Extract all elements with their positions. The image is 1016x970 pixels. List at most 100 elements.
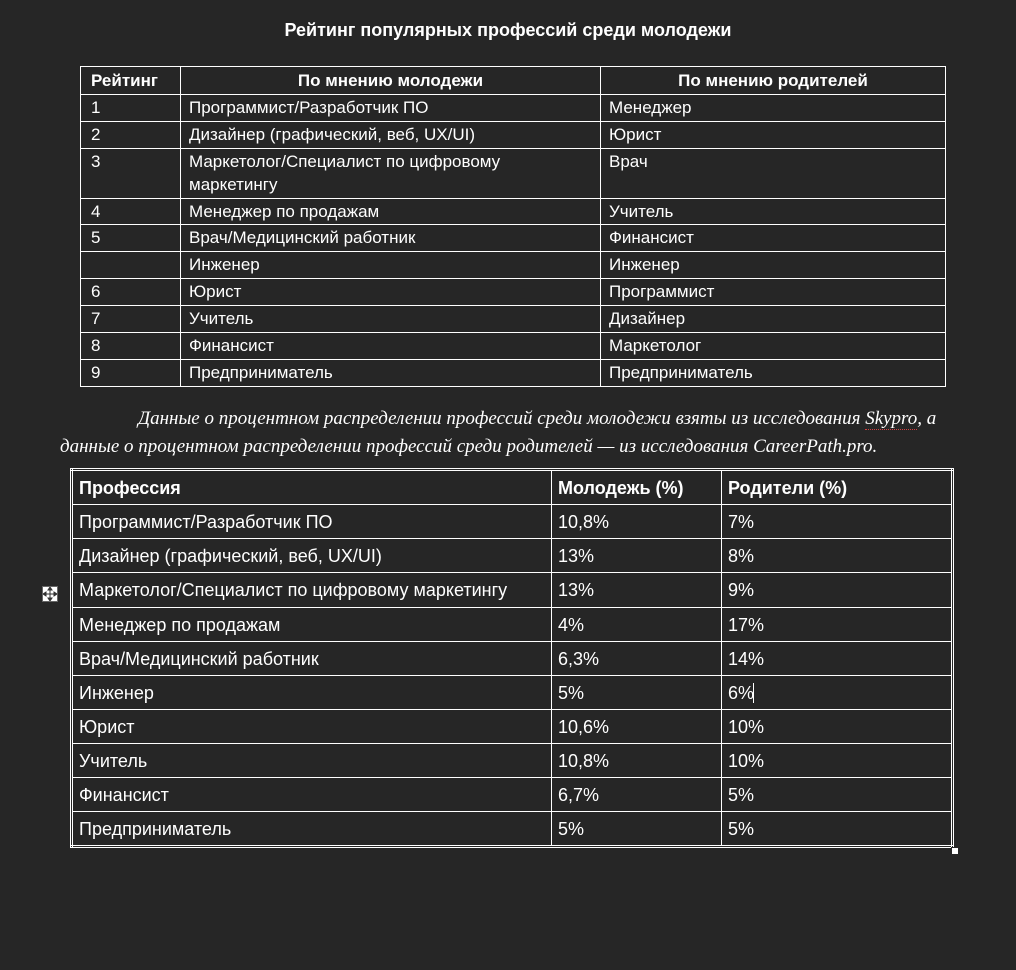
table-resize-handle[interactable] [952,848,958,854]
note-underlined-word: Skypro [865,408,917,430]
percent-table-body: Программист/Разработчик ПО10,8%7% Дизайн… [72,505,953,847]
cell-youth[interactable]: Юрист [181,279,601,306]
cell-parents-pct[interactable]: 5% [722,778,953,812]
percent-table-container: Профессия Молодежь (%) Родители (%) Прог… [0,468,1016,848]
cell-youth[interactable]: Предприниматель [181,360,601,387]
cell-profession[interactable]: Программист/Разработчик ПО [72,505,552,539]
note-text-prefix: Данные о процентном распределении профес… [138,408,865,429]
cell-profession[interactable]: Учитель [72,743,552,777]
table-row[interactable]: 4Менеджер по продажамУчитель [81,198,946,225]
cell-profession[interactable]: Инженер [72,675,552,709]
cell-youth[interactable]: Врач/Медицинский работник [181,225,601,252]
rating-table-container: Рейтинг По мнению молодежи По мнению род… [0,66,1016,387]
cell-youth-pct[interactable]: 13% [552,573,722,607]
cell-parents[interactable]: Дизайнер [601,306,946,333]
cell-parents[interactable]: Инженер [601,252,946,279]
cell-youth[interactable]: Дизайнер (графический, веб, UX/UI) [181,121,601,148]
rating-table[interactable]: Рейтинг По мнению молодежи По мнению род… [80,66,946,387]
page-title: Рейтинг популярных профессий среди молод… [0,20,1016,41]
cell-youth-pct[interactable]: 10,6% [552,709,722,743]
cell-rating[interactable]: 9 [81,360,181,387]
percent-table[interactable]: Профессия Молодежь (%) Родители (%) Прог… [70,468,954,848]
cell-parents[interactable]: Учитель [601,198,946,225]
table-row[interactable]: Финансист6,7%5% [72,778,953,812]
col-header-parents: По мнению родителей [601,67,946,95]
table-row[interactable]: 3Маркетолог/Специалист по цифровому марк… [81,148,946,198]
cell-rating[interactable]: 1 [81,94,181,121]
col-header-profession: Профессия [72,470,552,505]
cell-profession[interactable]: Юрист [72,709,552,743]
cell-youth[interactable]: Маркетолог/Специалист по цифровому марке… [181,148,601,198]
cell-youth[interactable]: Менеджер по продажам [181,198,601,225]
cell-profession[interactable]: Предприниматель [72,812,552,847]
source-note[interactable]: Данные о процентном распределении профес… [0,387,1016,468]
col-header-rating: Рейтинг [81,67,181,95]
cell-parents-pct[interactable]: 10% [722,743,953,777]
cell-parents[interactable]: Маркетолог [601,333,946,360]
table-row[interactable]: Инженер5%6% [72,675,953,709]
table-row[interactable]: 9ПредпринимательПредприниматель [81,360,946,387]
cell-rating[interactable]: 8 [81,333,181,360]
cell-rating[interactable]: 5 [81,225,181,252]
cell-youth-pct[interactable]: 6,7% [552,778,722,812]
cell-parents[interactable]: Врач [601,148,946,198]
table-row[interactable]: Маркетолог/Специалист по цифровому марке… [72,573,953,607]
cell-rating[interactable]: 4 [81,198,181,225]
cell-rating[interactable]: 6 [81,279,181,306]
table-row[interactable]: 7УчительДизайнер [81,306,946,333]
cell-parents-pct[interactable]: 5% [722,812,953,847]
table-row[interactable]: 5Врач/Медицинский работникФинансист [81,225,946,252]
cell-profession[interactable]: Маркетолог/Специалист по цифровому марке… [72,573,552,607]
cell-youth-pct[interactable]: 10,8% [552,743,722,777]
cell-youth[interactable]: Финансист [181,333,601,360]
cell-profession[interactable]: Дизайнер (графический, веб, UX/UI) [72,539,552,573]
cell-youth-pct[interactable]: 4% [552,607,722,641]
cell-youth-pct[interactable]: 13% [552,539,722,573]
text-cursor [753,683,754,703]
rating-table-body: 1Программист/Разработчик ПОМенеджер 2Диз… [81,94,946,386]
table-header-row: Профессия Молодежь (%) Родители (%) [72,470,953,505]
cell-parents-pct[interactable]: 7% [722,505,953,539]
table-row[interactable]: Юрист10,6%10% [72,709,953,743]
cell-youth[interactable]: Программист/Разработчик ПО [181,94,601,121]
table-header-row: Рейтинг По мнению молодежи По мнению род… [81,67,946,95]
cell-parents-pct[interactable]: 10% [722,709,953,743]
table-row[interactable]: 2Дизайнер (графический, веб, UX/UI)Юрист [81,121,946,148]
cell-profession[interactable]: Менеджер по продажам [72,607,552,641]
cell-parents[interactable]: Юрист [601,121,946,148]
table-row[interactable]: 6ЮристПрограммист [81,279,946,306]
col-header-youth: По мнению молодежи [181,67,601,95]
table-row[interactable]: 8ФинансистМаркетолог [81,333,946,360]
cell-parents[interactable]: Финансист [601,225,946,252]
cell-parents-pct[interactable]: 14% [722,641,953,675]
cell-youth-pct[interactable]: 5% [552,812,722,847]
cell-youth-pct[interactable]: 10,8% [552,505,722,539]
table-row[interactable]: Менеджер по продажам4%17% [72,607,953,641]
cell-parents-pct[interactable]: 17% [722,607,953,641]
cell-rating[interactable] [81,252,181,279]
cell-rating[interactable]: 3 [81,148,181,198]
cell-youth-pct[interactable]: 5% [552,675,722,709]
cell-parents-pct[interactable]: 8% [722,539,953,573]
table-row[interactable]: Программист/Разработчик ПО10,8%7% [72,505,953,539]
cell-parents[interactable]: Менеджер [601,94,946,121]
table-row[interactable]: Предприниматель5%5% [72,812,953,847]
col-header-youth-pct: Молодежь (%) [552,470,722,505]
table-row[interactable]: Врач/Медицинский работник6,3%14% [72,641,953,675]
cell-youth[interactable]: Учитель [181,306,601,333]
cell-profession[interactable]: Финансист [72,778,552,812]
table-row[interactable]: Дизайнер (графический, веб, UX/UI)13%8% [72,539,953,573]
col-header-parents-pct: Родители (%) [722,470,953,505]
table-row[interactable]: 1Программист/Разработчик ПОМенеджер [81,94,946,121]
cell-youth[interactable]: Инженер [181,252,601,279]
cell-rating[interactable]: 2 [81,121,181,148]
cell-parents-pct[interactable]: 9% [722,573,953,607]
cell-profession[interactable]: Врач/Медицинский работник [72,641,552,675]
table-row[interactable]: Учитель10,8%10% [72,743,953,777]
cell-youth-pct[interactable]: 6,3% [552,641,722,675]
cell-parents[interactable]: Предприниматель [601,360,946,387]
cell-parents-pct[interactable]: 6% [722,675,953,709]
cell-parents[interactable]: Программист [601,279,946,306]
cell-rating[interactable]: 7 [81,306,181,333]
table-row[interactable]: ИнженерИнженер [81,252,946,279]
